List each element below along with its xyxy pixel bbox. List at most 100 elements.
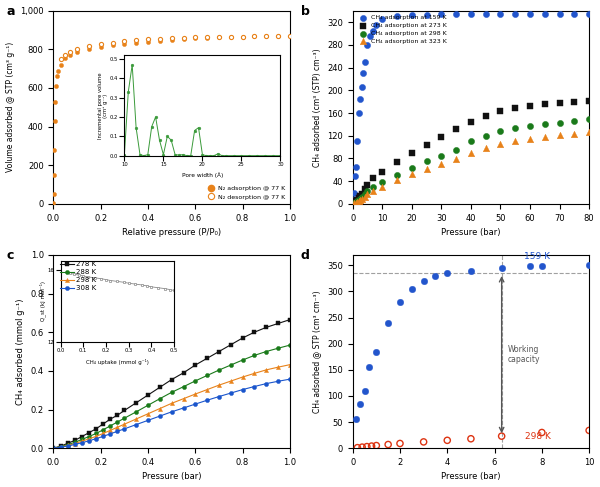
278 K bbox=[286, 317, 293, 322]
288 K bbox=[113, 419, 121, 425]
CH₄ adsorption at 273 K bbox=[569, 98, 579, 106]
CH₄ adsorption at 159 K bbox=[348, 199, 358, 206]
CH₄ adsorption at 323 K bbox=[481, 144, 490, 151]
CH₄ adsorption at 273 K bbox=[525, 102, 535, 110]
CH₄ adsorption at 159 K bbox=[407, 11, 416, 19]
CH₄ adsorption at 159 K bbox=[350, 171, 360, 179]
Text: Working
capacity: Working capacity bbox=[508, 345, 540, 364]
CH₄ adsorption at 323 K bbox=[422, 166, 431, 173]
308 K bbox=[215, 393, 223, 399]
CH₄ adsorption at 273 K bbox=[349, 199, 359, 206]
308 K bbox=[50, 445, 57, 451]
278 K bbox=[215, 349, 223, 355]
288 K bbox=[57, 444, 64, 450]
Point bbox=[584, 427, 594, 434]
Point bbox=[355, 400, 365, 408]
CH₄ adsorption at 273 K bbox=[357, 190, 367, 198]
308 K bbox=[145, 417, 152, 423]
308 K bbox=[85, 438, 92, 444]
Point bbox=[497, 264, 506, 272]
288 K bbox=[263, 349, 270, 355]
278 K bbox=[239, 335, 246, 341]
CH₄ adsorption at 273 K bbox=[511, 105, 520, 112]
308 K bbox=[156, 413, 163, 419]
CH₄ adsorption at 323 K bbox=[496, 140, 505, 148]
Y-axis label: CH₄ adsorbed @ STP (cm³ cm⁻³): CH₄ adsorbed @ STP (cm³ cm⁻³) bbox=[313, 290, 322, 413]
278 K bbox=[192, 362, 199, 368]
288 K bbox=[50, 445, 57, 451]
288 K bbox=[192, 378, 199, 384]
Point bbox=[537, 262, 547, 270]
Point bbox=[466, 267, 476, 275]
CH₄ adsorption at 159 K bbox=[437, 10, 446, 18]
CH₄ adsorption at 273 K bbox=[466, 118, 476, 126]
CH₄ adsorption at 159 K bbox=[349, 188, 359, 196]
298 K bbox=[239, 374, 246, 380]
308 K bbox=[71, 442, 79, 448]
CH₄ adsorption at 273 K bbox=[377, 168, 387, 175]
CH₄ adsorption at 159 K bbox=[365, 32, 375, 40]
308 K bbox=[251, 384, 258, 390]
X-axis label: Pressure (bar): Pressure (bar) bbox=[441, 228, 500, 237]
CH₄ adsorption at 323 K bbox=[355, 196, 365, 204]
298 K bbox=[203, 387, 211, 393]
278 K bbox=[107, 416, 114, 422]
CH₄ adsorption at 298 K bbox=[357, 193, 367, 201]
288 K bbox=[133, 409, 140, 415]
Point bbox=[362, 443, 371, 450]
288 K bbox=[85, 433, 92, 439]
298 K bbox=[192, 391, 199, 397]
CH₄ adsorption at 273 K bbox=[422, 141, 431, 149]
CH₄ adsorption at 159 K bbox=[360, 58, 370, 66]
CH₄ adsorption at 298 K bbox=[466, 137, 476, 145]
308 K bbox=[192, 401, 199, 407]
CH₄ adsorption at 298 K bbox=[540, 120, 550, 128]
288 K bbox=[121, 415, 128, 421]
278 K bbox=[113, 412, 121, 418]
Point bbox=[419, 277, 428, 285]
288 K bbox=[251, 353, 258, 358]
CH₄ adsorption at 323 K bbox=[352, 198, 362, 206]
308 K bbox=[64, 443, 71, 449]
CH₄ adsorption at 273 K bbox=[360, 185, 370, 193]
298 K bbox=[107, 428, 114, 433]
288 K bbox=[227, 362, 235, 368]
Legend: N₂ adsorption @ 77 K, N₂ desorption @ 77 K: N₂ adsorption @ 77 K, N₂ desorption @ 77… bbox=[203, 185, 287, 201]
308 K bbox=[168, 409, 175, 415]
Legend: CH₄ adsorption at 159 K, CH₄ adsorption at 273 K, CH₄ adsorption at 298 K, CH₄ a: CH₄ adsorption at 159 K, CH₄ adsorption … bbox=[356, 14, 449, 45]
CH₄ adsorption at 298 K bbox=[481, 132, 490, 140]
278 K bbox=[180, 370, 187, 375]
Y-axis label: CH₄ adsorbed (mmol g⁻¹): CH₄ adsorbed (mmol g⁻¹) bbox=[16, 298, 25, 405]
CH₄ adsorption at 323 K bbox=[466, 149, 476, 157]
Point bbox=[525, 262, 535, 270]
CH₄ adsorption at 159 K bbox=[496, 10, 505, 18]
CH₄ adsorption at 159 K bbox=[354, 109, 364, 117]
CH₄ adsorption at 273 K bbox=[392, 159, 402, 167]
308 K bbox=[92, 436, 100, 442]
278 K bbox=[263, 324, 270, 330]
298 K bbox=[100, 431, 107, 436]
Point bbox=[395, 440, 405, 448]
CH₄ adsorption at 323 K bbox=[555, 131, 565, 139]
CH₄ adsorption at 323 K bbox=[451, 155, 461, 163]
Point bbox=[364, 363, 374, 371]
CH₄ adsorption at 298 K bbox=[352, 197, 362, 205]
308 K bbox=[227, 390, 235, 396]
CH₄ adsorption at 159 K bbox=[362, 41, 372, 49]
CH₄ adsorption at 273 K bbox=[481, 112, 490, 120]
CH₄ adsorption at 298 K bbox=[555, 119, 565, 127]
288 K bbox=[286, 342, 293, 348]
CH₄ adsorption at 323 K bbox=[351, 199, 361, 206]
298 K bbox=[64, 443, 71, 449]
308 K bbox=[107, 431, 114, 437]
278 K bbox=[203, 356, 211, 361]
Point bbox=[383, 319, 393, 327]
308 K bbox=[263, 381, 270, 387]
278 K bbox=[100, 421, 107, 427]
Text: 298 K: 298 K bbox=[525, 431, 551, 441]
CH₄ adsorption at 323 K bbox=[511, 137, 520, 145]
278 K bbox=[50, 445, 57, 451]
Point bbox=[407, 285, 416, 293]
308 K bbox=[274, 378, 281, 384]
CH₄ adsorption at 159 K bbox=[540, 10, 550, 18]
